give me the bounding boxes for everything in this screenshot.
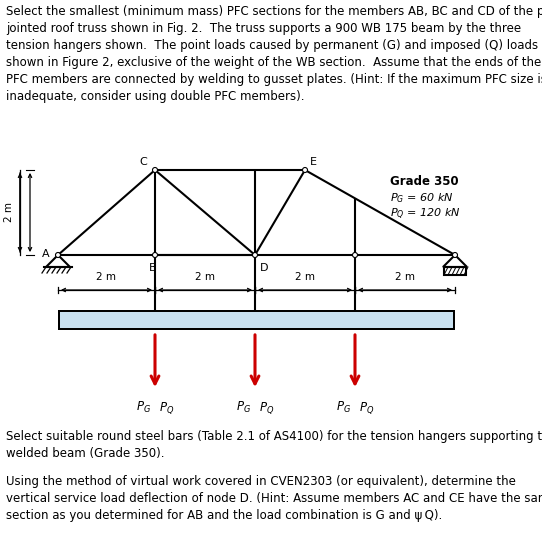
Text: A: A <box>42 249 50 259</box>
Text: 2 m: 2 m <box>195 272 215 282</box>
Circle shape <box>152 253 158 258</box>
Text: C: C <box>139 157 147 167</box>
Circle shape <box>55 253 61 258</box>
Text: Select the smallest (minimum mass) PFC sections for the members AB, BC and CD of: Select the smallest (minimum mass) PFC s… <box>6 5 542 103</box>
Text: $P_Q$: $P_Q$ <box>359 400 375 416</box>
Text: 2 m: 2 m <box>96 272 117 282</box>
Bar <box>444 267 466 275</box>
Bar <box>58 310 455 330</box>
Text: B: B <box>149 263 157 273</box>
Text: $P_G$: $P_G$ <box>336 400 351 415</box>
Bar <box>60 312 453 328</box>
Circle shape <box>152 167 158 172</box>
Text: Select suitable round steel bars (Table 2.1 of AS4100) for the tension hangers s: Select suitable round steel bars (Table … <box>6 430 542 460</box>
Text: 2 m: 2 m <box>295 272 315 282</box>
Text: $P_G$: $P_G$ <box>136 400 151 415</box>
Text: E: E <box>310 157 317 167</box>
Text: 2 m: 2 m <box>4 202 14 222</box>
Text: $P_Q$: $P_Q$ <box>159 400 175 416</box>
Circle shape <box>302 167 307 172</box>
Text: 2 m: 2 m <box>395 272 415 282</box>
Text: $P_G$ = 60 kN: $P_G$ = 60 kN <box>390 191 454 205</box>
Text: Using the method of virtual work covered in CVEN2303 (or equivalent), determine : Using the method of virtual work covered… <box>6 475 542 522</box>
Text: $P_Q$: $P_Q$ <box>259 400 274 416</box>
Text: $P_Q$ = 120 kN: $P_Q$ = 120 kN <box>390 207 461 222</box>
Text: $P_G$: $P_G$ <box>236 400 251 415</box>
Circle shape <box>253 253 257 258</box>
Circle shape <box>352 253 358 258</box>
Circle shape <box>453 253 457 258</box>
Text: D: D <box>260 263 268 273</box>
Text: Grade 350: Grade 350 <box>390 175 459 188</box>
